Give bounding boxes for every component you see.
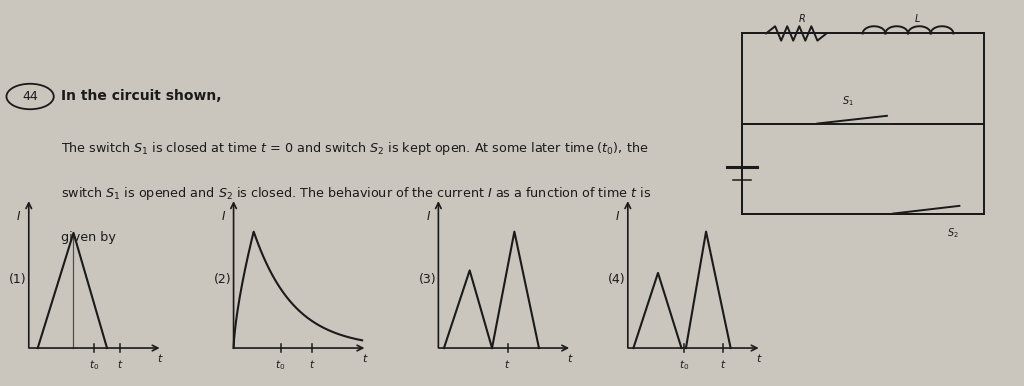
Text: $t_0$: $t_0$ <box>88 358 98 372</box>
Text: R: R <box>799 14 806 24</box>
Text: $S_1$: $S_1$ <box>842 94 854 108</box>
Text: given by: given by <box>61 231 116 244</box>
Text: The switch $S_1$ is closed at time $t$ = 0 and switch $S_2$ is kept open. At som: The switch $S_1$ is closed at time $t$ =… <box>61 140 648 157</box>
Text: (4): (4) <box>608 273 626 286</box>
Text: $t$: $t$ <box>720 358 726 370</box>
Text: $I$: $I$ <box>426 210 431 223</box>
Text: $t$: $t$ <box>757 352 763 364</box>
Text: In the circuit shown,: In the circuit shown, <box>61 90 221 103</box>
Text: $t_0$: $t_0$ <box>275 358 286 372</box>
Text: $I$: $I$ <box>615 210 621 223</box>
Text: (1): (1) <box>9 273 27 286</box>
Text: $I$: $I$ <box>221 210 226 223</box>
Text: $t$: $t$ <box>158 352 164 364</box>
Text: $t$: $t$ <box>567 352 573 364</box>
Text: (2): (2) <box>214 273 231 286</box>
Text: L: L <box>914 14 920 24</box>
Text: switch $S_1$ is opened and $S_2$ is closed. The behaviour of the current $I$ as : switch $S_1$ is opened and $S_2$ is clos… <box>61 185 651 201</box>
Text: 44: 44 <box>23 90 38 103</box>
Text: $t$: $t$ <box>505 358 511 370</box>
Text: (3): (3) <box>419 273 436 286</box>
Text: $t$: $t$ <box>362 352 369 364</box>
Text: $t_0$: $t_0$ <box>679 358 689 372</box>
Text: $t$: $t$ <box>117 358 124 370</box>
Text: $I$: $I$ <box>16 210 22 223</box>
Text: $S_2$: $S_2$ <box>947 227 959 240</box>
Text: $t$: $t$ <box>308 358 315 370</box>
